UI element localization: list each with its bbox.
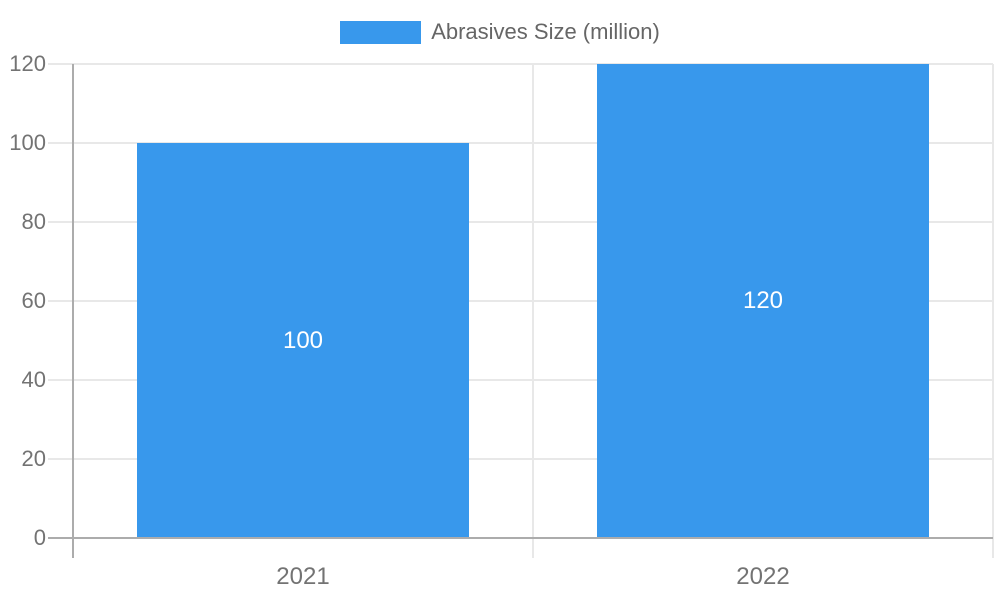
gridline [48, 300, 993, 302]
x-axis-tick-label: 2021 [276, 563, 330, 590]
legend-swatch [340, 20, 422, 44]
category-boundary-line [532, 64, 534, 558]
y-axis-tick-label: 80 [21, 209, 46, 234]
gridline [48, 63, 993, 65]
legend[interactable]: Abrasives Size (million) [0, 18, 1000, 46]
bar-value-label: 120 [742, 287, 784, 314]
gridline [48, 458, 993, 460]
gridline [48, 221, 993, 223]
x-axis-tick-label: 2022 [736, 563, 790, 590]
y-axis-tick-label: 20 [21, 446, 46, 471]
y-axis-tick-label: 0 [33, 525, 46, 550]
gridline [48, 379, 993, 381]
y-axis-tick-label: 120 [9, 51, 46, 76]
bar-2021[interactable] [137, 143, 469, 538]
category-boundary-line [992, 64, 994, 558]
y-axis-tick-label: 40 [21, 367, 46, 392]
y-axis-line [72, 64, 74, 558]
y-axis-tick-label: 100 [9, 130, 46, 155]
bar-value-label: 100 [282, 327, 324, 354]
legend-label: Abrasives Size (million) [431, 19, 660, 44]
gridline [48, 142, 993, 144]
bar-2022[interactable] [597, 64, 929, 538]
y-axis-tick-label: 60 [21, 288, 46, 313]
x-axis-baseline [48, 537, 993, 539]
